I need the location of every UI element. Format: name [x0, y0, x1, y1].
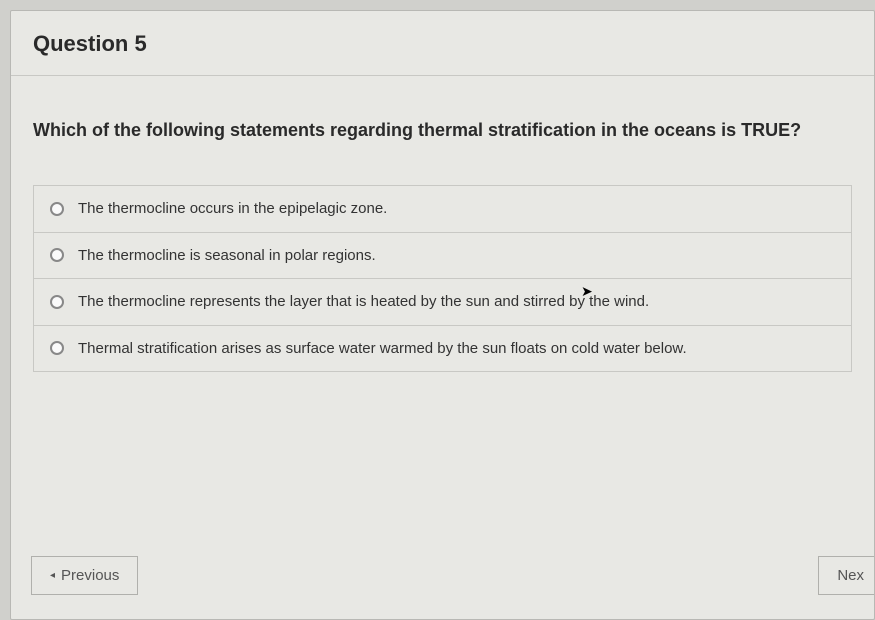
answer-text: The thermocline is seasonal in polar reg… — [78, 246, 376, 266]
next-button-label: Nex — [837, 567, 864, 584]
chevron-left-icon: ◂ — [50, 571, 55, 581]
answers-block: The thermocline occurs in the epipelagic… — [33, 185, 852, 372]
radio-icon — [50, 248, 64, 262]
quiz-container: Question 5 Which of the following statem… — [10, 10, 875, 620]
nav-footer: ◂ Previous Nex — [11, 536, 874, 619]
question-prompt: Which of the following statements regard… — [33, 118, 852, 143]
answer-text: The thermocline occurs in the epipelagic… — [78, 199, 387, 219]
radio-icon — [50, 202, 64, 216]
answer-option-2[interactable]: The thermocline is seasonal in polar reg… — [34, 232, 851, 279]
question-number-title: Question 5 — [33, 31, 852, 57]
answer-text: The thermocline represents the layer tha… — [78, 292, 649, 312]
answer-text: Thermal stratification arises as surface… — [78, 339, 687, 359]
answer-option-1[interactable]: The thermocline occurs in the epipelagic… — [34, 185, 851, 232]
radio-icon — [50, 341, 64, 355]
answer-option-3[interactable]: The thermocline represents the layer tha… — [34, 278, 851, 325]
question-body: Which of the following statements regard… — [11, 76, 874, 536]
radio-icon — [50, 295, 64, 309]
next-button[interactable]: Nex — [818, 556, 874, 595]
previous-button[interactable]: ◂ Previous — [31, 556, 138, 595]
question-header: Question 5 — [11, 11, 874, 76]
answer-option-4[interactable]: Thermal stratification arises as surface… — [34, 325, 851, 372]
previous-button-label: Previous — [61, 567, 119, 584]
